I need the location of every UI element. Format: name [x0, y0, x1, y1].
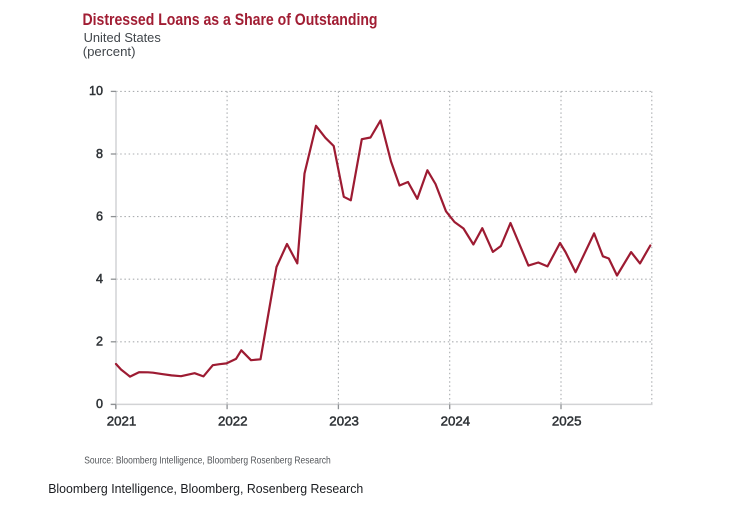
svg-text:2024: 2024	[441, 414, 471, 429]
svg-text:2022: 2022	[218, 414, 248, 429]
svg-text:2021: 2021	[107, 414, 137, 429]
svg-text:(percent): (percent)	[83, 44, 136, 59]
svg-text:2: 2	[96, 335, 103, 349]
svg-text:6: 6	[96, 209, 103, 223]
svg-text:2025: 2025	[552, 414, 582, 429]
svg-text:4: 4	[96, 272, 103, 286]
svg-text:Distressed Loans as a Share of: Distressed Loans as a Share of Outstandi…	[83, 11, 378, 29]
svg-text:Bloomberg Intelligence, Bloomb: Bloomberg Intelligence, Bloomberg, Rosen…	[48, 482, 363, 496]
svg-text:United States: United States	[84, 30, 162, 45]
svg-text:10: 10	[89, 84, 103, 98]
svg-text:2023: 2023	[329, 414, 359, 429]
svg-text:0: 0	[96, 397, 103, 411]
svg-text:Source: Bloomberg Intelligence: Source: Bloomberg Intelligence, Bloomber…	[84, 455, 331, 467]
svg-text:8: 8	[96, 147, 103, 161]
